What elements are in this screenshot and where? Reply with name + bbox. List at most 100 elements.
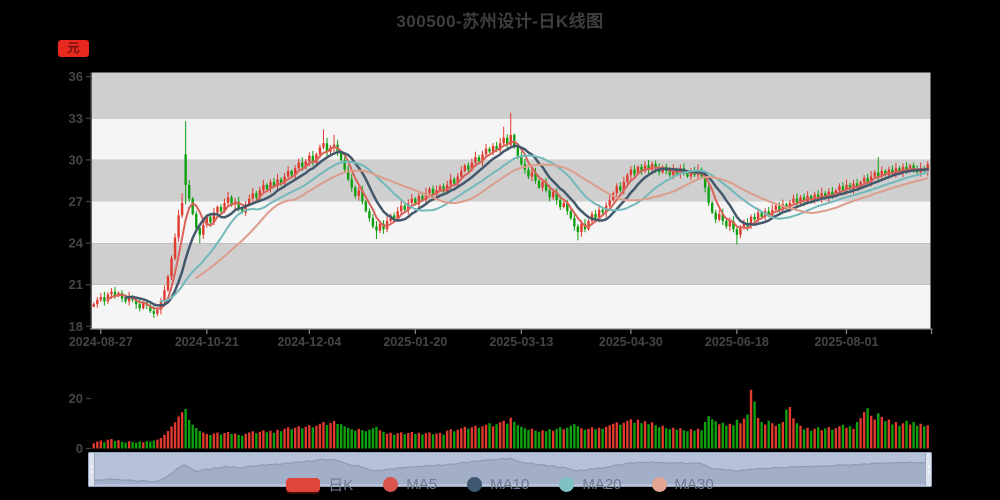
- candle-body: [481, 154, 484, 162]
- candle-body: [99, 297, 103, 300]
- volume-bar: [357, 428, 360, 449]
- candle-body: [597, 209, 601, 219]
- candle-body: [548, 190, 551, 198]
- candle-body: [869, 176, 873, 183]
- candle-body: [460, 170, 463, 177]
- ma-lines-group: [106, 140, 929, 310]
- volume-bar: [286, 427, 290, 449]
- legend-item-ma5[interactable]: MA5: [383, 476, 437, 493]
- volume-bar: [460, 428, 463, 449]
- volume-bar: [891, 424, 894, 449]
- candle-body: [718, 213, 721, 220]
- candle-body: [884, 170, 887, 176]
- candle-body: [467, 165, 470, 170]
- volume-bar: [643, 421, 647, 449]
- volume-bar: [202, 432, 205, 449]
- candle-body: [456, 176, 459, 184]
- candle-body: [509, 134, 512, 145]
- volume-bar: [636, 419, 640, 449]
- volume-bar: [375, 426, 378, 449]
- volume-bar: [209, 435, 212, 449]
- volume-bar: [795, 423, 799, 449]
- volume-bar: [756, 418, 760, 449]
- volume-bar: [230, 434, 233, 449]
- candle-body: [368, 211, 371, 219]
- volume-bar: [477, 427, 481, 449]
- volume-bar: [424, 433, 428, 449]
- handle-grip-icon: [91, 466, 93, 468]
- candle-body: [824, 193, 827, 198]
- candle-body: [520, 155, 523, 165]
- volume-bar: [661, 425, 664, 449]
- candle-body: [541, 182, 544, 188]
- volume-bar: [862, 412, 866, 449]
- candle-body: [654, 164, 657, 169]
- candle-body: [346, 169, 350, 180]
- volume-bar: [195, 428, 198, 449]
- candle-body: [438, 186, 442, 191]
- volume-bar: [389, 432, 392, 449]
- volume-bar: [293, 427, 297, 449]
- candle-body: [297, 162, 300, 169]
- candle-body: [792, 198, 795, 203]
- price-unit-badge: 元: [58, 40, 89, 57]
- legend-item-ma10[interactable]: MA10: [467, 476, 529, 493]
- volume-bar: [739, 423, 742, 449]
- candle-body: [272, 182, 276, 187]
- volume-bar: [516, 425, 520, 449]
- volume-bar: [629, 419, 633, 449]
- volume-bar: [103, 442, 106, 449]
- candle-body: [173, 237, 177, 259]
- legend-item-日k[interactable]: 日K: [286, 474, 353, 495]
- volume-bar: [180, 412, 184, 449]
- data-zoom-right-handle[interactable]: [925, 452, 932, 487]
- volume-bar: [131, 442, 134, 449]
- candle-body: [216, 207, 219, 213]
- volume-bar: [96, 441, 99, 449]
- candle-body: [301, 162, 304, 167]
- volume-bar: [251, 431, 254, 449]
- volume-bar: [403, 434, 406, 449]
- volume-bar: [774, 425, 777, 449]
- candle-body: [134, 299, 138, 305]
- candle-body: [816, 194, 820, 199]
- volume-bar: [113, 441, 117, 449]
- volume-bar: [170, 426, 173, 449]
- legend-item-ma30[interactable]: MA30: [651, 476, 714, 493]
- volume-bar: [622, 422, 626, 449]
- candle-body: [195, 213, 198, 228]
- candle-body: [530, 172, 534, 177]
- volume-bar: [269, 430, 272, 449]
- volume-bar: [555, 428, 558, 449]
- volume-bar: [177, 416, 180, 449]
- volume-bar: [601, 428, 604, 449]
- candle-body: [580, 223, 583, 233]
- volume-bar: [915, 425, 919, 449]
- candle-body: [184, 154, 187, 185]
- volume-bar: [117, 440, 120, 449]
- volume-bar: [802, 429, 806, 449]
- volume-bar: [869, 415, 873, 449]
- kline-legend-icon: [286, 477, 321, 492]
- ma30-line: [195, 163, 929, 279]
- volume-bar: [887, 419, 891, 449]
- volume-bar: [484, 424, 488, 449]
- candle-body: [124, 298, 127, 302]
- candle-body: [855, 183, 859, 188]
- volume-bar: [778, 423, 781, 449]
- legend-item-ma20[interactable]: MA20: [559, 476, 622, 493]
- candle-body: [636, 166, 640, 174]
- volume-bar: [329, 423, 332, 449]
- candle-body: [498, 143, 502, 151]
- candle-body: [262, 184, 265, 191]
- svg-text:2024-12-04: 2024-12-04: [277, 335, 341, 349]
- volume-bar: [431, 434, 435, 449]
- data-zoom-left-handle[interactable]: [88, 452, 95, 487]
- candle-body: [255, 193, 258, 198]
- ma30-legend-icon: [651, 477, 667, 492]
- candle-body: [315, 154, 318, 163]
- candle-body: [400, 205, 403, 212]
- candle-body: [573, 218, 576, 227]
- volume-bar: [120, 441, 124, 449]
